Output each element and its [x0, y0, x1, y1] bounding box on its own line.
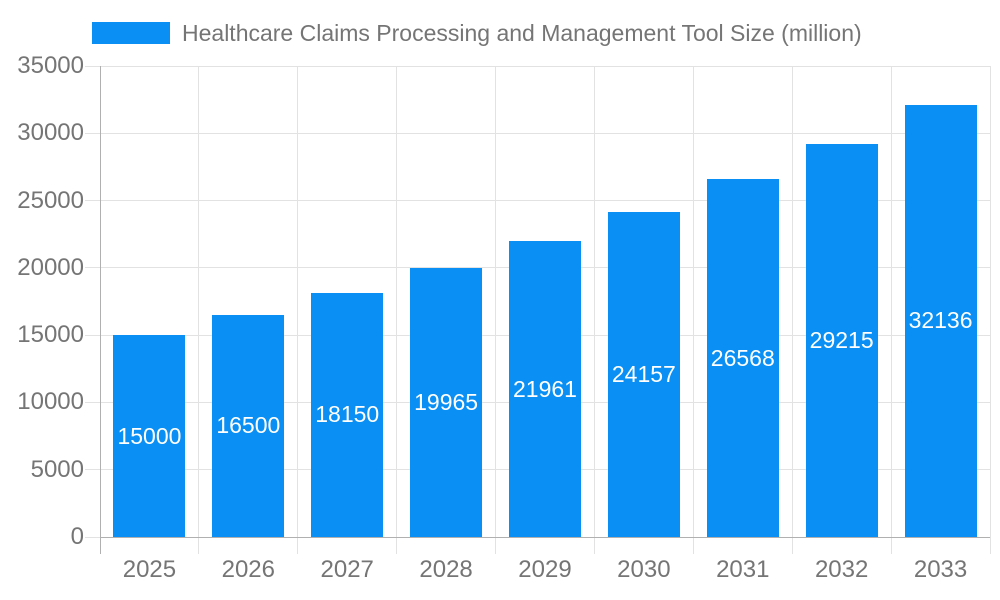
bar-value-label: 16500	[216, 412, 281, 439]
x-axis-tick	[593, 537, 595, 554]
bar-value-label: 32136	[908, 307, 973, 334]
gridline-horizontal	[100, 200, 990, 202]
y-tick-label: 35000	[17, 52, 84, 79]
bar-value-label: 15000	[117, 422, 182, 449]
gridline-horizontal	[100, 132, 990, 134]
x-tick-label: 2028	[419, 556, 473, 583]
x-axis-tick	[791, 537, 793, 554]
gridline-vertical	[297, 66, 299, 537]
y-axis-tick	[85, 469, 100, 471]
y-axis-tick	[85, 267, 100, 269]
bar-2027: 18150	[311, 292, 384, 537]
bar-2025: 15000	[113, 335, 186, 537]
gridline-horizontal	[100, 65, 990, 67]
bar-2031: 26568	[706, 179, 779, 537]
bar-2029: 21961	[509, 241, 581, 537]
gridline-vertical	[593, 66, 595, 537]
y-axis-tick	[85, 401, 100, 403]
gridline-vertical	[198, 66, 200, 537]
y-tick-label: 5000	[30, 455, 84, 483]
x-axis-tick	[396, 537, 398, 554]
gridline-vertical	[791, 66, 793, 537]
x-axis-tick	[989, 537, 991, 554]
y-axis-tick	[85, 200, 100, 202]
bar-2033: 32136	[904, 104, 977, 537]
chart-legend: Healthcare Claims Processing and Managem…	[92, 20, 862, 46]
bar-value-label: 26568	[710, 344, 775, 371]
bar-value-label: 19965	[414, 389, 479, 416]
x-axis-tick	[890, 537, 892, 554]
y-tick-label: 0	[70, 523, 84, 550]
y-axis-tick	[85, 536, 100, 538]
gridline-vertical	[692, 66, 694, 537]
bar-2030: 24157	[607, 211, 680, 537]
bar-value-label: 24157	[611, 360, 676, 387]
y-tick-label: 25000	[17, 186, 84, 214]
x-axis-tick	[198, 537, 200, 554]
gridline-vertical	[495, 66, 497, 537]
bar-2028: 19965	[410, 268, 483, 537]
y-tick-label: 30000	[17, 119, 84, 147]
x-axis-tick	[495, 537, 497, 554]
x-tick-label: 2025	[122, 556, 177, 583]
y-tick-label: 15000	[17, 321, 84, 349]
x-tick-label: 2030	[617, 556, 671, 583]
gridline-vertical	[989, 66, 991, 537]
x-axis-tick	[692, 537, 694, 554]
bar-2032: 29215	[805, 143, 878, 537]
y-axis-line	[100, 66, 101, 554]
legend-label: Healthcare Claims Processing and Managem…	[182, 19, 862, 46]
bar-value-label: 21961	[513, 375, 577, 402]
bar-2026: 16500	[212, 314, 285, 537]
bar-value-label: 29215	[809, 326, 874, 353]
y-tick-label: 10000	[17, 388, 84, 416]
x-tick-label: 2033	[913, 556, 968, 583]
x-tick-label: 2026	[221, 556, 275, 583]
gridline-vertical	[890, 66, 892, 537]
y-tick-label: 20000	[17, 253, 84, 281]
y-axis-tick	[85, 65, 100, 67]
gridline-vertical	[396, 66, 398, 537]
bar-value-label: 18150	[315, 401, 380, 428]
x-tick-label: 2031	[716, 556, 770, 583]
x-axis-tick	[297, 537, 299, 554]
y-axis-tick	[85, 334, 100, 336]
legend-swatch	[92, 22, 170, 44]
x-tick-label: 2032	[814, 556, 869, 583]
y-axis-tick	[85, 132, 100, 134]
x-tick-label: 2027	[320, 556, 374, 583]
x-axis-baseline	[100, 537, 990, 538]
x-tick-label: 2029	[518, 556, 572, 583]
plot-area: 15000 16500 18150 19965 21961 24157 26568 29215…	[100, 65, 991, 537]
